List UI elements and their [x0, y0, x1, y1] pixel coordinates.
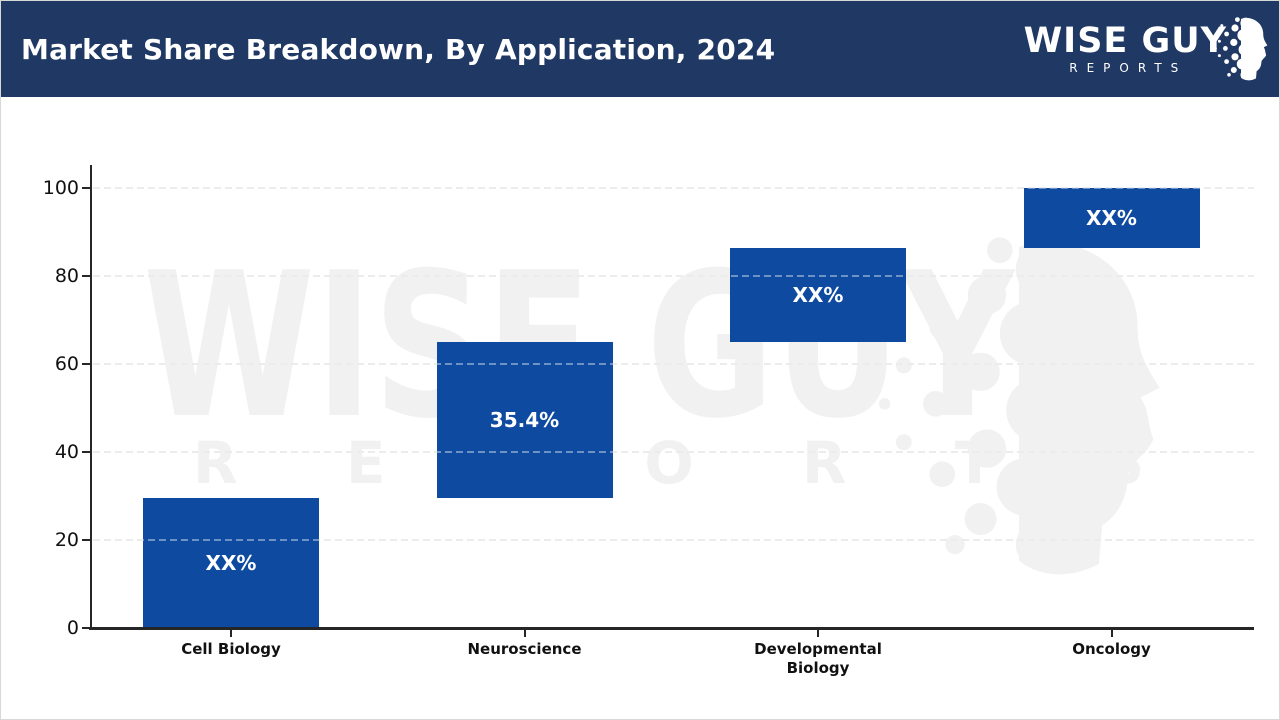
y-tick-label: 100 [42, 177, 79, 199]
y-tick-mark [82, 627, 90, 629]
y-tick-mark [82, 451, 90, 453]
y-tick-label: 20 [54, 529, 79, 551]
x-tick-mark [230, 630, 232, 637]
logo-text: WISE GUY REPORTS [1024, 23, 1227, 75]
bar-value-label: XX% [1086, 205, 1137, 230]
gridline-overlay [93, 539, 1254, 541]
gridline-overlay [93, 275, 1254, 277]
y-tick-mark [82, 363, 90, 365]
y-axis-line [90, 165, 92, 630]
gridline-overlay [93, 451, 1254, 453]
gridline [93, 539, 1254, 541]
y-tick-mark [82, 275, 90, 277]
y-tick-mark [82, 539, 90, 541]
x-axis-label: Neuroscience [467, 640, 582, 658]
header-bar: Market Share Breakdown, By Application, … [1, 1, 1279, 97]
y-tick-mark [82, 187, 90, 189]
bar-segment: XX% [143, 498, 319, 628]
watermark-dotted-head-icon [878, 237, 1160, 575]
x-axis-label: Developmental Biology [754, 640, 882, 677]
x-axis-line [89, 627, 1254, 630]
y-tick-label: 40 [54, 441, 79, 463]
x-tick-mark [523, 630, 526, 637]
gridline [93, 275, 1254, 277]
gridline [93, 187, 1254, 189]
bar-segment: XX% [1023, 188, 1200, 248]
y-tick-label: 0 [66, 617, 79, 639]
logo-subtitle: REPORTS [1069, 60, 1188, 75]
gridline [93, 451, 1254, 453]
wise-guy-reports-logo: WISE GUY REPORTS [1024, 8, 1271, 90]
gridline-overlay [93, 363, 1254, 365]
bar-value-label: XX% [205, 551, 257, 576]
chart-area: WISE GUY R E P O R T S 0 20 40 60 80 100 XX% 35… [1, 97, 1279, 719]
bar-value-label: 35.4% [489, 408, 560, 433]
dotted-head-logo-icon [1214, 17, 1268, 81]
x-axis-label: Oncology [1072, 640, 1151, 658]
page-title: Market Share Breakdown, By Application, … [21, 32, 776, 66]
x-tick-mark [817, 630, 819, 637]
bar-value-label: XX% [792, 283, 844, 308]
gridline-overlay [93, 187, 1254, 189]
x-axis-label: Cell Biology [181, 640, 281, 658]
x-tick-mark [1110, 630, 1113, 637]
y-tick-label: 60 [54, 353, 79, 375]
bar-segment: 35.4% [436, 342, 613, 499]
bar-segment: XX% [730, 247, 906, 343]
gridline [93, 363, 1254, 365]
logo-wordmark: WISE GUY [1023, 21, 1227, 62]
y-tick-label: 80 [54, 265, 79, 287]
